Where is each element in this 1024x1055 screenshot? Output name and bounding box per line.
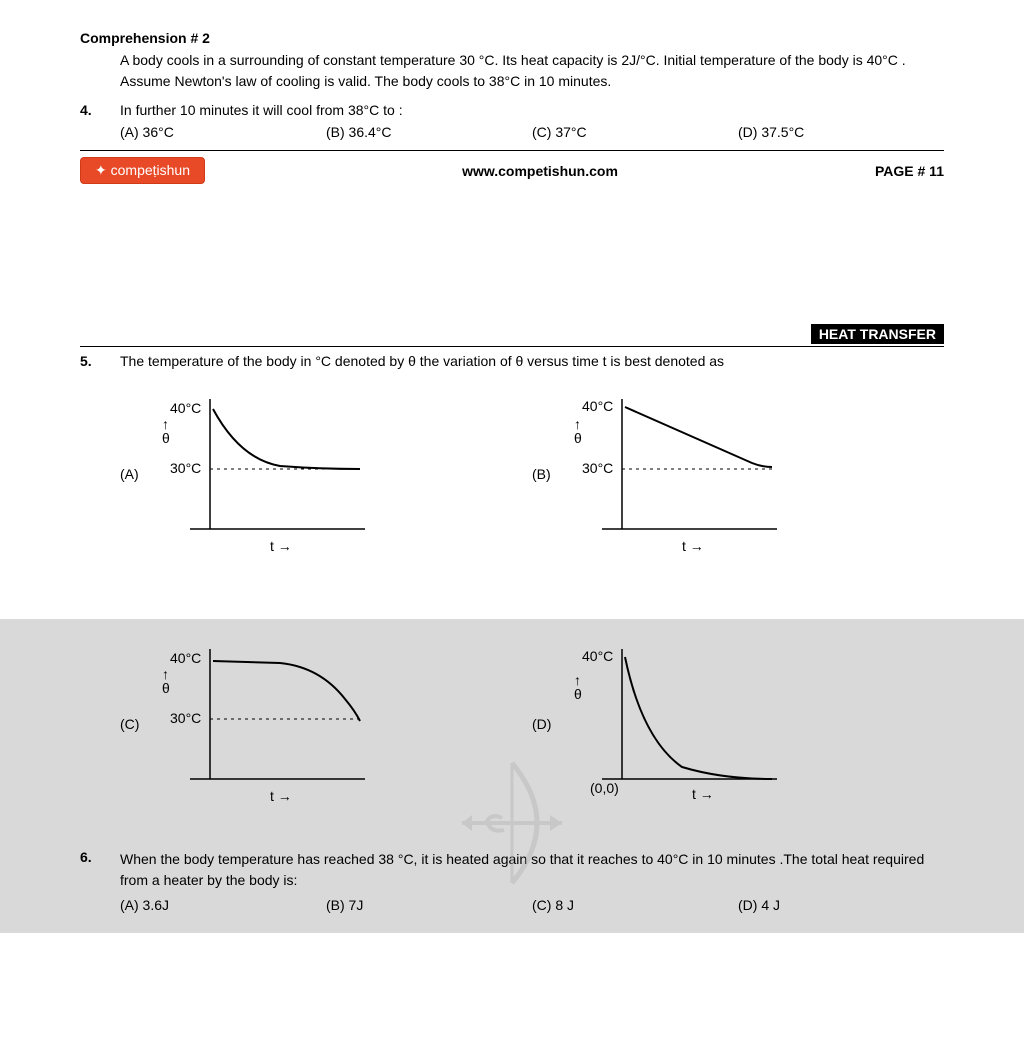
svg-text:40°C: 40°C xyxy=(582,648,613,664)
heat-transfer-badge: HEAT TRANSFER xyxy=(811,324,944,344)
watermark-icon xyxy=(432,743,592,903)
svg-text:↑: ↑ xyxy=(574,672,581,688)
comprehension-heading: Comprehension # 2 xyxy=(80,30,944,46)
chart-a-ylo: 30°C xyxy=(170,460,201,476)
q4-opt-a: (A) 36°C xyxy=(120,124,326,140)
svg-text:θ: θ xyxy=(162,680,170,696)
divider xyxy=(80,150,944,151)
chart-b: 40°C 30°C θ ↑ t → xyxy=(572,389,792,559)
q6-opt-d: (D) 4 J xyxy=(738,897,944,913)
svg-text:t →: t → xyxy=(270,788,292,804)
q6-opt-a: (A) 3.6J xyxy=(120,897,326,913)
q4-opt-c: (C) 37°C xyxy=(532,124,738,140)
svg-text:↑: ↑ xyxy=(574,416,581,432)
page-number: PAGE # 11 xyxy=(875,163,944,179)
q5-text: The temperature of the body in °C denote… xyxy=(120,353,944,369)
svg-text:θ: θ xyxy=(162,430,170,446)
chart-a-yhi: 40°C xyxy=(170,400,201,416)
comprehension-body: A body cools in a surrounding of constan… xyxy=(120,50,944,92)
q5-label-c: (C) xyxy=(120,716,160,732)
chart-c: 40°C 30°C θ ↑ t → xyxy=(160,639,380,809)
q5-label-a: (A) xyxy=(120,466,160,482)
q4-opt-d: (D) 37.5°C xyxy=(738,124,944,140)
chart-a: 40°C 30°C θ ↑ t → xyxy=(160,389,380,559)
svg-text:t →: t → xyxy=(682,538,704,554)
svg-text:t →: t → xyxy=(692,786,714,802)
q4-opt-b: (B) 36.4°C xyxy=(326,124,532,140)
svg-text:t →: t → xyxy=(270,538,292,554)
svg-text:↑: ↑ xyxy=(162,666,169,682)
q5-label-d: (D) xyxy=(532,716,572,732)
brand-badge: ✦ compeṭishun xyxy=(80,157,205,184)
q4-text: In further 10 minutes it will cool from … xyxy=(120,102,944,118)
footer-url: www.competishun.com xyxy=(205,163,875,179)
svg-text:40°C: 40°C xyxy=(582,398,613,414)
svg-text:↑: ↑ xyxy=(162,416,169,432)
svg-text:(0,0): (0,0) xyxy=(590,780,619,796)
svg-text:40°C: 40°C xyxy=(170,650,201,666)
svg-text:θ: θ xyxy=(574,430,582,446)
svg-text:θ: θ xyxy=(574,686,582,702)
divider xyxy=(80,346,944,347)
chart-d: 40°C θ ↑ (0,0) t → xyxy=(572,639,792,809)
q5-num: 5. xyxy=(80,353,120,369)
svg-text:30°C: 30°C xyxy=(170,710,201,726)
q4-num: 4. xyxy=(80,102,120,140)
q6-num: 6. xyxy=(80,849,120,913)
svg-text:30°C: 30°C xyxy=(582,460,613,476)
q5-label-b: (B) xyxy=(532,466,572,482)
